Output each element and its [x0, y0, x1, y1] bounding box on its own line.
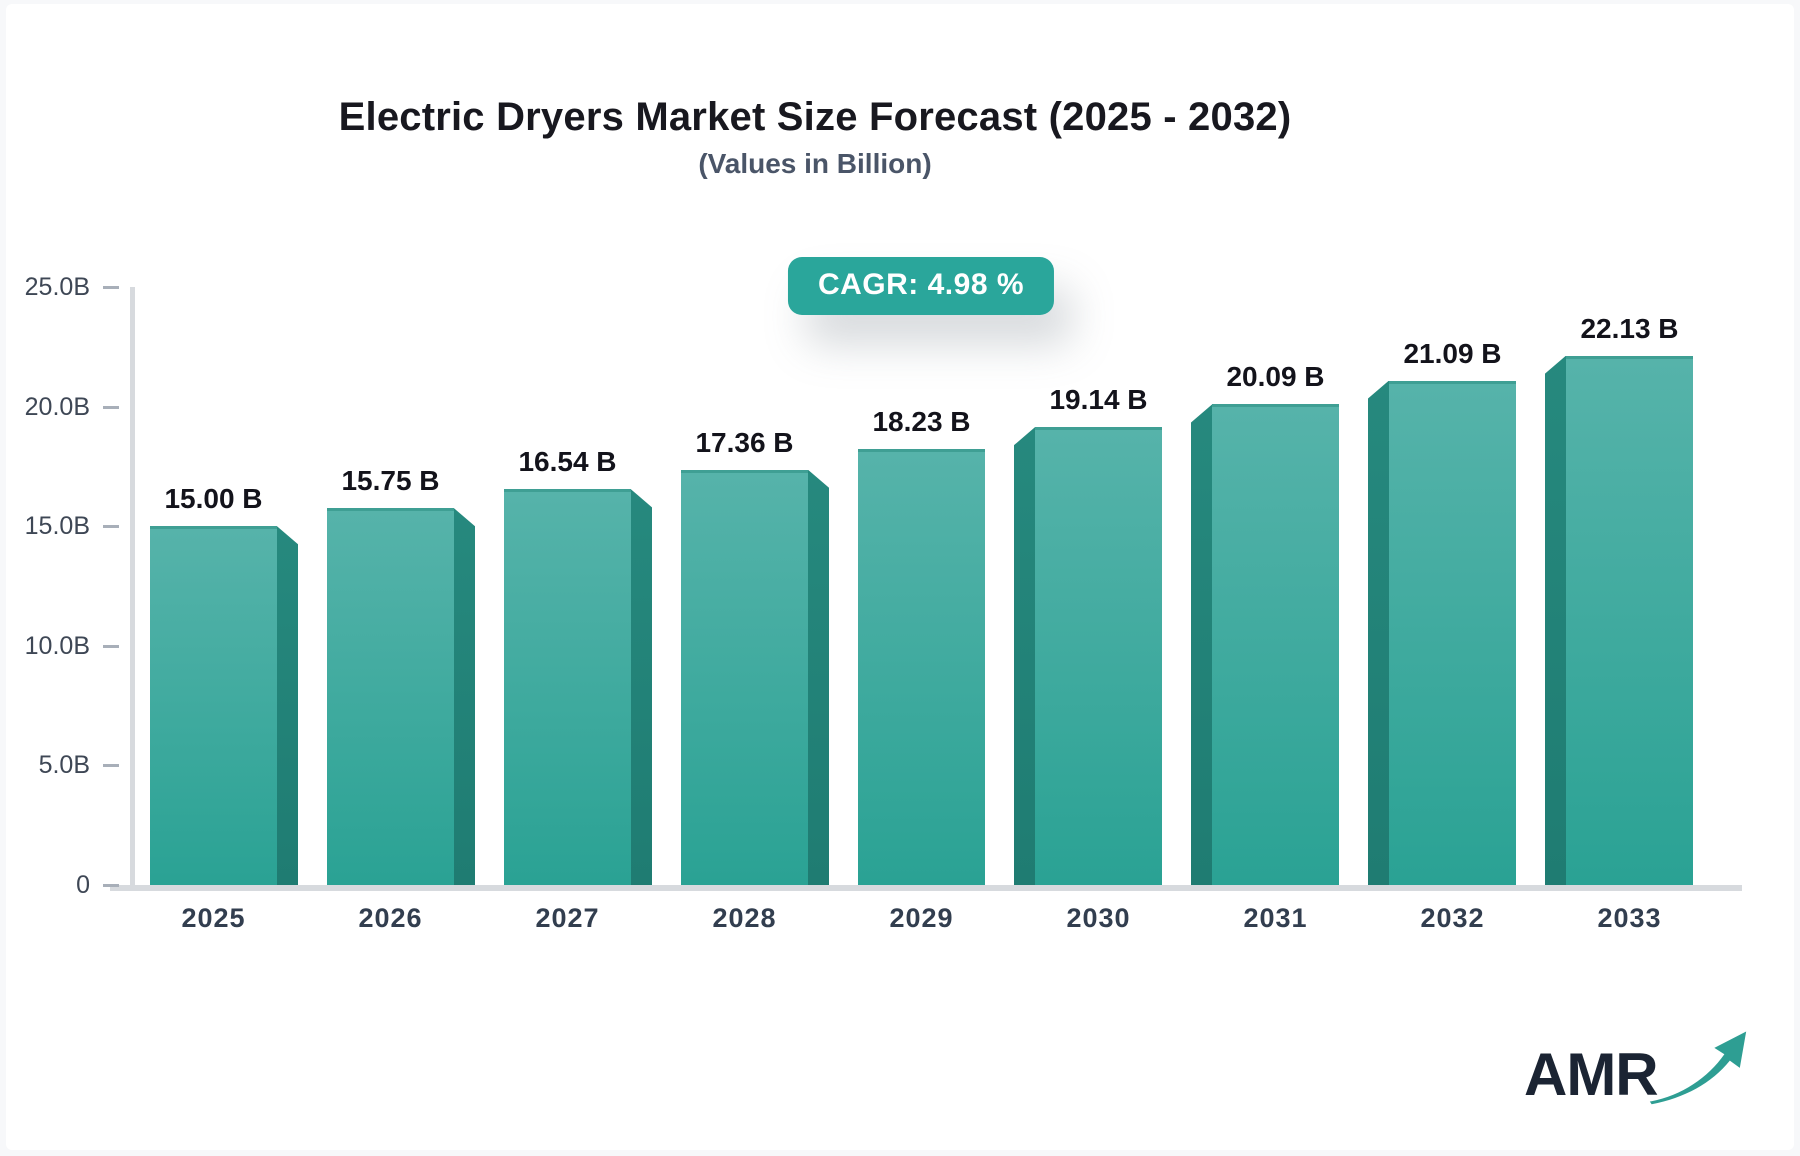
x-tick-label-2029: 2029 [889, 903, 954, 933]
bar-side-3d [1191, 404, 1212, 885]
bar-2033: 22.13 B [1545, 313, 1693, 885]
y-tick-label: 5.0B [38, 751, 90, 780]
x-tick-label-2027: 2027 [535, 903, 600, 933]
y-tick-label: 20.0B [24, 392, 90, 421]
bar-value-label: 15.75 B [341, 465, 440, 497]
bar-face [1035, 427, 1162, 885]
bar-side-3d [1368, 380, 1389, 885]
x-tick-label-2026: 2026 [358, 903, 423, 933]
bar-2026: 15.75 B [327, 465, 475, 885]
bar-value-label: 19.14 B [1049, 384, 1148, 416]
y-tick-mark [103, 884, 119, 887]
brand-logo: AMR [1524, 1028, 1748, 1105]
bar-face [681, 469, 808, 885]
x-tick-label-2028: 2028 [712, 903, 777, 933]
bar-value-label: 18.23 B [872, 405, 971, 437]
cagr-badge: CAGR: 4.98 % [787, 257, 1055, 315]
y-tick-mark [103, 644, 119, 648]
bar-value-label: 15.00 B [164, 483, 263, 515]
bar-value-label: 22.13 B [1580, 312, 1679, 344]
bar-2031: 20.09 B [1191, 361, 1339, 885]
bar-value-label: 16.54 B [518, 446, 617, 478]
bar-side-3d [277, 526, 298, 885]
bar-face [1389, 380, 1516, 885]
x-tick-label-2025: 2025 [181, 903, 246, 933]
bar-side-3d [1545, 355, 1566, 885]
chart-subtitle: (Values in Billion) [698, 148, 932, 179]
bar-2025: 15.00 B [150, 483, 298, 885]
x-tick-label-2030: 2030 [1066, 903, 1131, 933]
bar-2027: 16.54 B [504, 446, 652, 885]
bar-face [327, 508, 454, 885]
bar-face [1566, 355, 1693, 885]
bar-2028: 17.36 B [681, 427, 829, 885]
x-tick-label-2032: 2032 [1420, 903, 1485, 933]
y-tick-label: 25.0B [24, 273, 90, 301]
x-axis-baseline [110, 885, 1742, 891]
bar-side-3d [631, 489, 652, 885]
y-axis-line [130, 287, 135, 891]
x-tick-label-2033: 2033 [1597, 903, 1662, 933]
y-tick-label: 0 [76, 871, 90, 899]
bar-face [858, 448, 985, 885]
bar-face [1212, 404, 1339, 885]
bar-side-3d [1014, 427, 1035, 885]
y-tick-label: 15.0B [24, 512, 90, 541]
bar-2030: 19.14 B [1014, 384, 1162, 885]
bar-value-label: 21.09 B [1403, 337, 1502, 369]
bar-face [504, 489, 631, 885]
bar-side-3d [808, 469, 829, 885]
chart-title: Electric Dryers Market Size Forecast (20… [338, 95, 1292, 139]
bar-value-label: 17.36 B [695, 426, 794, 458]
growth-arrow-icon [1648, 1028, 1748, 1111]
y-tick-mark [103, 405, 119, 409]
y-tick-mark [103, 764, 119, 768]
y-tick-label: 10.0B [24, 631, 90, 660]
bar-value-label: 20.09 B [1226, 361, 1325, 393]
bar-2032: 21.09 B [1368, 338, 1516, 885]
bar-2029: 18.23 B [858, 406, 985, 885]
bar-face [150, 526, 277, 885]
x-tick-label-2031: 2031 [1243, 903, 1308, 933]
brand-logo-text: AMR [1524, 1041, 1659, 1108]
bar-side-3d [454, 508, 475, 885]
y-tick-mark [103, 525, 119, 529]
y-tick-mark [103, 286, 119, 289]
